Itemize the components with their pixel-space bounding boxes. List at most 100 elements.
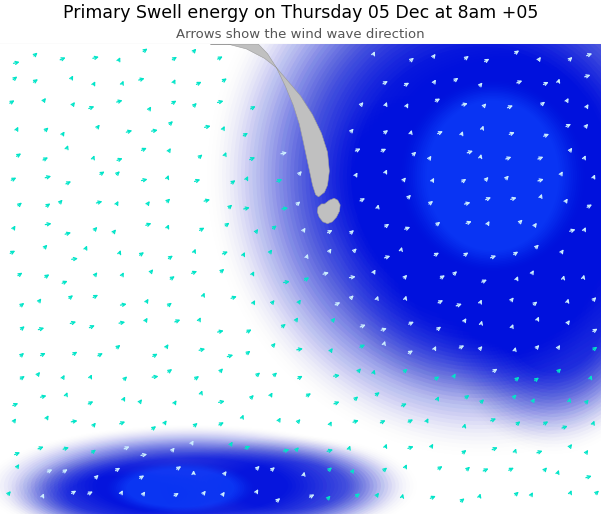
Ellipse shape bbox=[486, 215, 601, 390]
Ellipse shape bbox=[287, 0, 601, 375]
Ellipse shape bbox=[425, 99, 561, 252]
Ellipse shape bbox=[493, 225, 601, 380]
Ellipse shape bbox=[114, 465, 246, 511]
Ellipse shape bbox=[475, 201, 601, 403]
Ellipse shape bbox=[35, 439, 350, 514]
Ellipse shape bbox=[489, 218, 601, 387]
Ellipse shape bbox=[416, 93, 569, 259]
Ellipse shape bbox=[313, 4, 601, 347]
Ellipse shape bbox=[66, 449, 319, 514]
Ellipse shape bbox=[417, 69, 601, 189]
Ellipse shape bbox=[413, 66, 601, 191]
Ellipse shape bbox=[391, 203, 547, 356]
Ellipse shape bbox=[218, 458, 359, 513]
Ellipse shape bbox=[427, 101, 559, 251]
Ellipse shape bbox=[53, 472, 188, 514]
Ellipse shape bbox=[210, 455, 367, 514]
Ellipse shape bbox=[441, 84, 581, 174]
Ellipse shape bbox=[401, 213, 536, 345]
Ellipse shape bbox=[351, 43, 601, 309]
Polygon shape bbox=[317, 198, 340, 224]
Ellipse shape bbox=[355, 47, 601, 305]
Ellipse shape bbox=[409, 221, 529, 338]
Ellipse shape bbox=[481, 209, 601, 397]
Ellipse shape bbox=[112, 464, 248, 512]
Ellipse shape bbox=[398, 210, 540, 348]
Ellipse shape bbox=[309, 0, 601, 352]
Ellipse shape bbox=[423, 98, 563, 254]
Ellipse shape bbox=[225, 461, 352, 511]
Ellipse shape bbox=[478, 205, 601, 400]
Ellipse shape bbox=[410, 88, 575, 264]
Ellipse shape bbox=[421, 96, 565, 255]
Ellipse shape bbox=[394, 206, 543, 352]
Ellipse shape bbox=[81, 453, 304, 514]
Ellipse shape bbox=[409, 86, 577, 265]
Ellipse shape bbox=[93, 456, 292, 514]
Ellipse shape bbox=[56, 473, 184, 514]
Ellipse shape bbox=[124, 469, 236, 508]
Ellipse shape bbox=[38, 440, 346, 514]
Ellipse shape bbox=[415, 91, 571, 260]
Ellipse shape bbox=[50, 471, 191, 514]
Polygon shape bbox=[210, 44, 329, 197]
Ellipse shape bbox=[207, 454, 370, 514]
Ellipse shape bbox=[317, 8, 601, 344]
Ellipse shape bbox=[61, 448, 323, 514]
Ellipse shape bbox=[221, 460, 356, 512]
Ellipse shape bbox=[405, 217, 532, 341]
Ellipse shape bbox=[332, 23, 601, 328]
Ellipse shape bbox=[40, 467, 200, 514]
Ellipse shape bbox=[496, 229, 601, 376]
Ellipse shape bbox=[108, 462, 252, 514]
Ellipse shape bbox=[294, 0, 601, 367]
Ellipse shape bbox=[275, 0, 601, 387]
Ellipse shape bbox=[305, 0, 601, 355]
Ellipse shape bbox=[413, 89, 573, 262]
Ellipse shape bbox=[47, 470, 194, 514]
Ellipse shape bbox=[347, 39, 601, 313]
Ellipse shape bbox=[425, 74, 597, 183]
Ellipse shape bbox=[50, 444, 335, 514]
Ellipse shape bbox=[73, 451, 311, 514]
Ellipse shape bbox=[58, 446, 327, 514]
Ellipse shape bbox=[473, 198, 601, 407]
Ellipse shape bbox=[407, 85, 579, 267]
Ellipse shape bbox=[483, 212, 601, 393]
Ellipse shape bbox=[126, 469, 234, 507]
Ellipse shape bbox=[69, 450, 316, 514]
Text: Primary Swell energy on Thursday 05 Dec at 8am +05: Primary Swell energy on Thursday 05 Dec … bbox=[63, 4, 538, 22]
Ellipse shape bbox=[59, 474, 181, 514]
Ellipse shape bbox=[387, 199, 551, 359]
Ellipse shape bbox=[491, 222, 601, 383]
Ellipse shape bbox=[445, 86, 577, 171]
Ellipse shape bbox=[63, 475, 177, 514]
Ellipse shape bbox=[122, 468, 239, 508]
Ellipse shape bbox=[298, 0, 601, 363]
Ellipse shape bbox=[42, 442, 343, 514]
Ellipse shape bbox=[43, 469, 197, 514]
Ellipse shape bbox=[290, 0, 601, 371]
Ellipse shape bbox=[421, 71, 601, 186]
Ellipse shape bbox=[88, 455, 296, 514]
Ellipse shape bbox=[96, 457, 288, 514]
Ellipse shape bbox=[116, 466, 245, 511]
Ellipse shape bbox=[110, 463, 251, 513]
Ellipse shape bbox=[279, 0, 601, 382]
Ellipse shape bbox=[228, 462, 349, 509]
Ellipse shape bbox=[325, 15, 601, 336]
Ellipse shape bbox=[499, 232, 601, 373]
Ellipse shape bbox=[85, 454, 300, 514]
Ellipse shape bbox=[120, 467, 240, 509]
Ellipse shape bbox=[77, 452, 308, 514]
Ellipse shape bbox=[320, 12, 601, 340]
Ellipse shape bbox=[335, 27, 601, 324]
Ellipse shape bbox=[118, 466, 242, 510]
Ellipse shape bbox=[271, 0, 601, 390]
Ellipse shape bbox=[343, 35, 601, 317]
Ellipse shape bbox=[429, 77, 593, 181]
Ellipse shape bbox=[54, 445, 331, 514]
Ellipse shape bbox=[437, 81, 585, 176]
Ellipse shape bbox=[419, 94, 567, 257]
Ellipse shape bbox=[433, 79, 589, 179]
